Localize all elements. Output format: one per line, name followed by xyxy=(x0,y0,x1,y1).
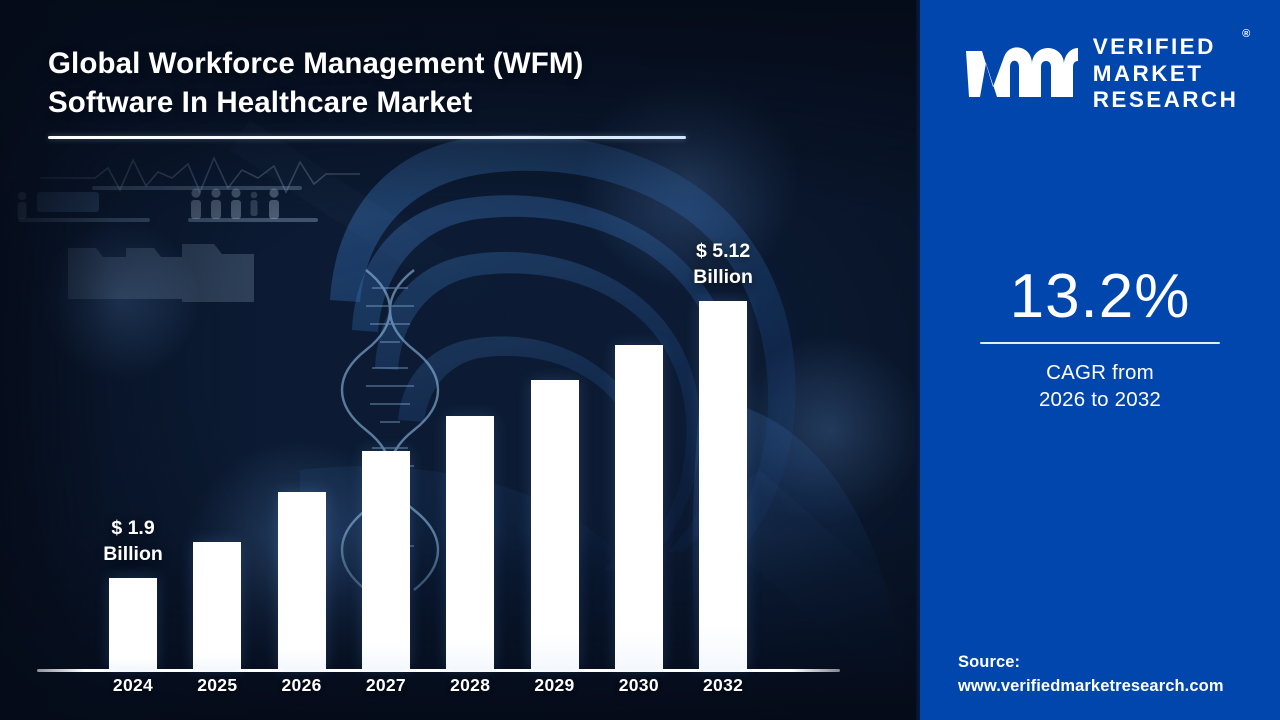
x-axis-label-2032: 2032 xyxy=(703,675,744,695)
brand-wordmark: VERIFIED MARKET RESEARCH ® xyxy=(1092,28,1250,114)
x-axis-label-2029: 2029 xyxy=(534,675,575,695)
value-label-2032: $ 5.12 Billion xyxy=(653,238,793,290)
bar-2028 xyxy=(446,416,495,669)
bar-2030 xyxy=(614,345,663,669)
panel-divider xyxy=(916,0,920,720)
value-label-amount: $ 1.9 xyxy=(111,517,155,539)
bar-2024 xyxy=(109,578,157,669)
x-axis-label-2024: 2024 xyxy=(112,675,154,695)
x-axis-label-2027: 2027 xyxy=(365,675,406,695)
x-axis-label-2028: 2028 xyxy=(450,675,491,695)
value-label-amount: $ 5.12 xyxy=(695,240,751,262)
source-block: Source: www.verifiedmarketresearch.com xyxy=(958,650,1224,698)
bar-2025 xyxy=(193,542,242,669)
registered-trademark-icon: ® xyxy=(1242,28,1251,40)
bar-2032 xyxy=(699,301,748,669)
brand-logo[interactable]: VERIFIED MARKET RESEARCH ® xyxy=(962,28,1250,114)
value-label-unit: Billion xyxy=(693,266,753,288)
cagr-value: 13.2% xyxy=(1009,261,1191,331)
title-line-2: Software In Healthcare Market xyxy=(48,86,473,119)
brand-name-line-1: VERIFIED xyxy=(1092,34,1216,59)
cagr-caption-line-1: CAGR from xyxy=(1046,361,1154,384)
cagr-block: 13.2% CAGR from 2026 to 2032 xyxy=(920,262,1280,414)
bar-2026 xyxy=(277,492,326,669)
x-axis-label-2026: 2026 xyxy=(281,675,322,695)
cagr-caption: CAGR from 2026 to 2032 xyxy=(1039,359,1161,413)
value-label-unit: Billion xyxy=(103,543,163,565)
brand-name-line-2: MARKET xyxy=(1092,60,1204,86)
title-line-1: Global Workforce Management (WFM) xyxy=(48,47,584,80)
x-axis-label-2030: 2030 xyxy=(618,675,659,695)
cagr-divider xyxy=(980,341,1220,344)
chart-panel: Global Workforce Management (WFM) Softwa… xyxy=(0,0,920,720)
brand-panel: VERIFIED MARKET RESEARCH ® 13.2% CAGR fr… xyxy=(916,0,1280,720)
source-label: Source: xyxy=(958,653,1021,671)
x-axis-label-2025: 2025 xyxy=(197,675,238,695)
x-axis-line xyxy=(37,669,840,672)
cagr-caption-line-2: 2026 to 2032 xyxy=(1038,388,1162,411)
brand-name-line-3: RESEARCH xyxy=(1092,87,1239,112)
bar-2027 xyxy=(361,451,410,669)
bar-2029 xyxy=(530,380,579,669)
value-label-2024: $ 1.9 Billion xyxy=(63,515,203,567)
vmr-monogram-icon xyxy=(965,47,1078,97)
bar-chart: 2024 $ 1.9 Billion 2025 2026 2027 2028 2029 2030… xyxy=(37,238,840,695)
source-url[interactable]: www.verifiedmarketresearch.com xyxy=(958,677,1224,695)
page-title: Global Workforce Management (WFM) Softwa… xyxy=(48,44,698,139)
title-underline xyxy=(48,136,686,139)
